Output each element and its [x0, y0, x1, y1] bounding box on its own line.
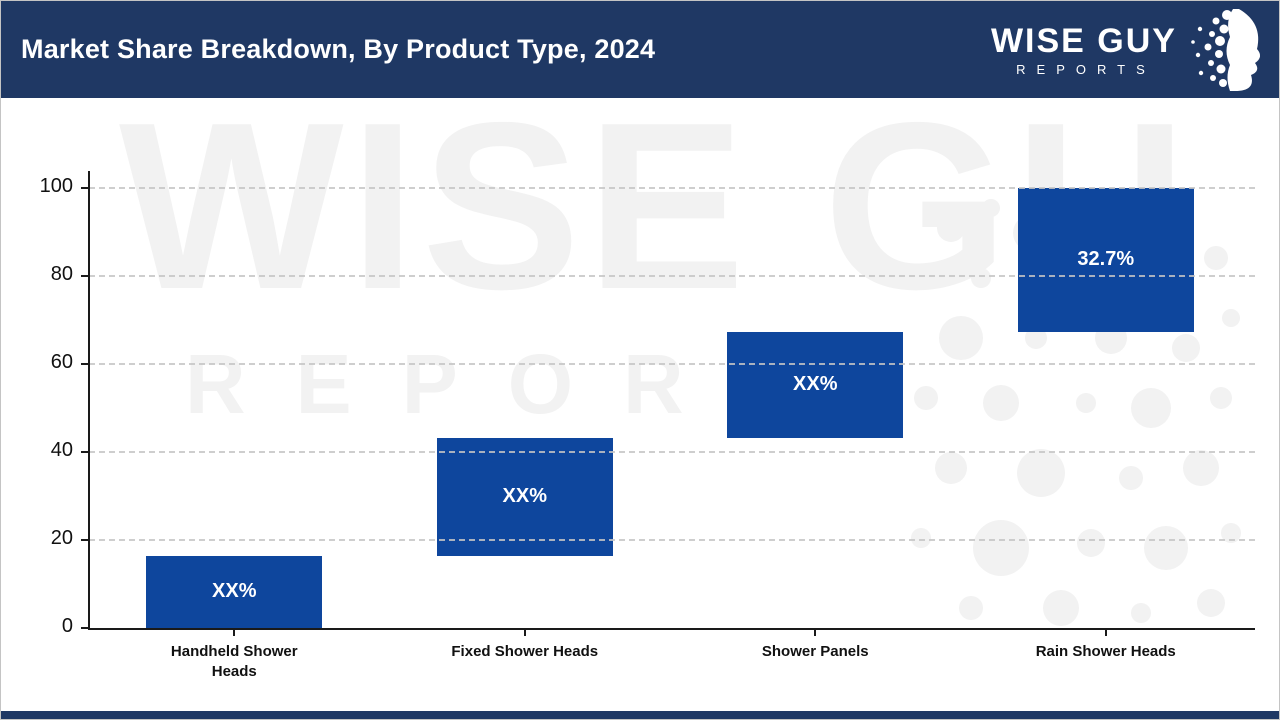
gridline-80 [89, 275, 1255, 277]
x-tick-mark [233, 628, 236, 636]
gridline-100 [89, 187, 1255, 189]
y-tick-mark [81, 187, 89, 189]
bar-rain-shower-heads: 32.7% [1017, 188, 1194, 332]
x-tick-mark [523, 628, 526, 636]
gridline-20 [89, 539, 1255, 541]
y-tick-label: 60 [50, 351, 73, 373]
x-category-label: Shower Panels [761, 643, 869, 660]
bar-fixed-shower-heads: XX% [436, 437, 613, 556]
footer-bar [1, 711, 1279, 719]
header-bar: Market Share Breakdown, By Product Type,… [1, 1, 1279, 98]
bar-shower-panels: XX% [727, 331, 904, 438]
chart-title: Market Share Breakdown, By Product Type,… [21, 34, 656, 64]
bar-value-label: 32.7% [1077, 248, 1135, 271]
gridline-60 [89, 363, 1255, 365]
y-tick-label: 100 [39, 175, 73, 197]
x-category-label: Handheld Shower Heads [170, 643, 298, 681]
y-tick-mark [81, 539, 89, 541]
x-category-label: Fixed Shower Heads [451, 643, 599, 660]
brand-name: WISE GUY [990, 21, 1177, 60]
y-tick-mark [81, 627, 89, 629]
gridline-40 [89, 451, 1255, 453]
x-tick-mark [1104, 628, 1107, 636]
y-tick-mark [81, 451, 89, 453]
logo-face-icon [1191, 8, 1261, 91]
bar-handheld-shower-heads: XX% [146, 555, 323, 628]
y-tick-mark [81, 363, 89, 365]
x-tick-mark [814, 628, 817, 636]
x-category-label: Rain Shower Heads [1035, 643, 1176, 660]
y-tick-label: 40 [50, 439, 73, 461]
y-tick-label: 0 [61, 615, 73, 637]
brand-logo: WISE GUY REPORTS [991, 7, 1267, 93]
y-axis-line [88, 171, 90, 630]
watermark-line2: REPORTS [185, 337, 942, 431]
chart-area: WISE GU REPORTS XX% XX% XX% 32.7% Handheld … [1, 88, 1279, 713]
brand-subname: REPORTS [1016, 61, 1156, 77]
x-axis-line [88, 628, 1255, 630]
bar-value-label: XX% [502, 485, 547, 508]
bar-value-label: XX% [212, 580, 257, 603]
y-tick-label: 20 [50, 527, 73, 549]
y-tick-label: 80 [50, 263, 73, 285]
bar-value-label: XX% [793, 373, 838, 396]
y-tick-mark [81, 275, 89, 277]
brand-logo-text: WISE GUY REPORTS [991, 24, 1177, 76]
